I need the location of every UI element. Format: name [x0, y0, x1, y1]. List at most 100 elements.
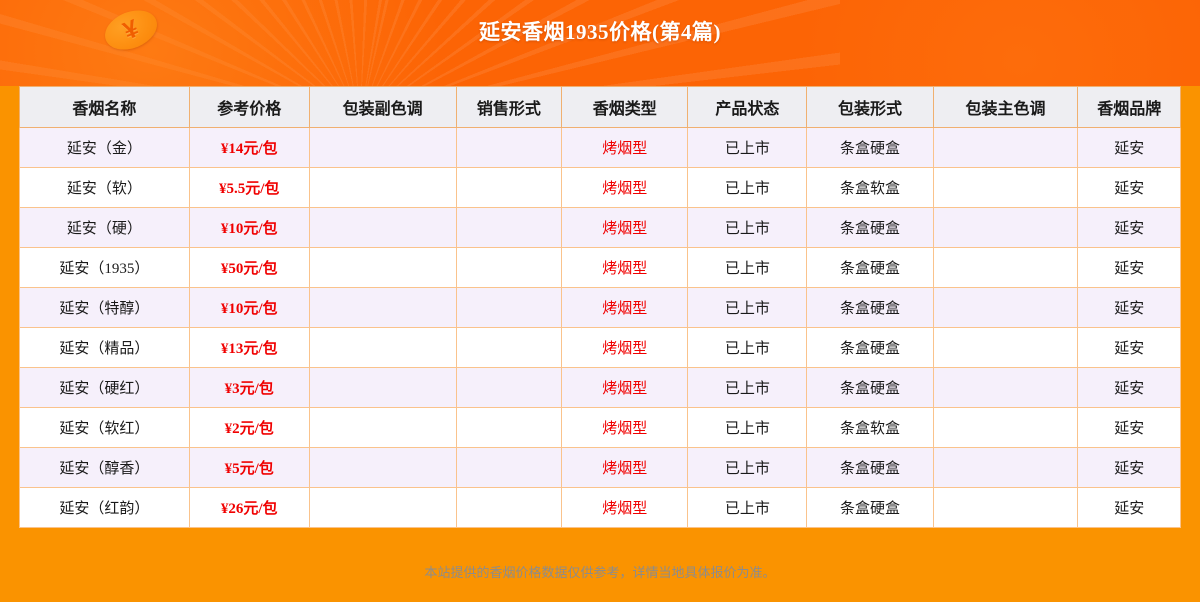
column-header-sub-tone: 包装副色调: [308, 86, 457, 128]
cell-brand: 延安: [1077, 327, 1181, 368]
cell-sale-form: [455, 447, 563, 488]
cell-price: ¥10元/包: [188, 207, 310, 248]
cell-type: 烤烟型: [561, 207, 689, 248]
cell-pack-form: 条盒硬盒: [806, 327, 934, 368]
cell-brand: 延安: [1077, 207, 1181, 248]
cell-status: 已上市: [687, 167, 808, 208]
cell-type: 烤烟型: [561, 247, 689, 288]
cell-brand: 延安: [1077, 367, 1181, 408]
cell-name: 延安（红韵）: [19, 487, 190, 528]
cell-pack-form: 条盒硬盒: [806, 287, 934, 328]
cell-brand: 延安: [1077, 167, 1181, 208]
cell-main-tone: [932, 247, 1079, 288]
cell-sub-tone: [308, 207, 457, 248]
cell-sale-form: [455, 247, 563, 288]
cell-price: ¥2元/包: [188, 407, 310, 448]
cell-sale-form: [455, 487, 563, 528]
cell-pack-form: 条盒硬盒: [806, 127, 934, 168]
cell-pack-form: 条盒软盒: [806, 407, 934, 448]
cell-status: 已上市: [687, 207, 808, 248]
cell-type: 烤烟型: [561, 407, 689, 448]
cell-pack-form: 条盒硬盒: [806, 207, 934, 248]
cell-name: 延安（硬）: [19, 207, 190, 248]
cell-sale-form: [455, 127, 563, 168]
cell-main-tone: [932, 167, 1079, 208]
cell-sub-tone: [308, 487, 457, 528]
table-header-row: 香烟名称 参考价格 包装副色调 销售形式 香烟类型 产品状态 包装形式 包装主色…: [19, 86, 1181, 128]
cell-sub-tone: [308, 447, 457, 488]
cell-name: 延安（软红）: [19, 407, 190, 448]
cell-price: ¥50元/包: [188, 247, 310, 288]
cell-status: 已上市: [687, 407, 808, 448]
cell-price: ¥5元/包: [188, 447, 310, 488]
column-header-name: 香烟名称: [19, 86, 190, 128]
cell-sub-tone: [308, 287, 457, 328]
cell-sale-form: [455, 207, 563, 248]
column-header-main-tone: 包装主色调: [932, 86, 1079, 128]
column-header-sale-form: 销售形式: [455, 86, 563, 128]
table-row[interactable]: 延安（醇香） ¥5元/包 烤烟型 已上市 条盒硬盒 延安: [19, 447, 1181, 488]
cell-main-tone: [932, 287, 1079, 328]
cell-price: ¥26元/包: [188, 487, 310, 528]
cell-brand: 延安: [1077, 447, 1181, 488]
table-row[interactable]: 延安（1935） ¥50元/包 烤烟型 已上市 条盒硬盒 延安: [19, 247, 1181, 288]
cell-status: 已上市: [687, 127, 808, 168]
cell-name: 延安（1935）: [19, 247, 190, 288]
column-header-price: 参考价格: [188, 86, 310, 128]
cell-brand: 延安: [1077, 287, 1181, 328]
cell-sub-tone: [308, 407, 457, 448]
table-body: 延安（金） ¥14元/包 烤烟型 已上市 条盒硬盒 延安 延安（软） ¥5.5元…: [19, 127, 1181, 528]
table-row[interactable]: 延安（特醇） ¥10元/包 烤烟型 已上市 条盒硬盒 延安: [19, 287, 1181, 328]
cell-price: ¥3元/包: [188, 367, 310, 408]
cell-main-tone: [932, 487, 1079, 528]
cell-status: 已上市: [687, 287, 808, 328]
column-header-pack-form: 包装形式: [806, 86, 934, 128]
cell-sub-tone: [308, 167, 457, 208]
cell-main-tone: [932, 367, 1079, 408]
disclaimer-text: 本站提供的香烟价格数据仅供参考，详情当地具体报价为准。: [424, 565, 776, 580]
column-header-status: 产品状态: [687, 86, 808, 128]
cell-status: 已上市: [687, 447, 808, 488]
cell-status: 已上市: [687, 367, 808, 408]
cell-name: 延安（特醇）: [19, 287, 190, 328]
cell-type: 烤烟型: [561, 367, 689, 408]
table-row[interactable]: 延安（硬红） ¥3元/包 烤烟型 已上市 条盒硬盒 延安: [19, 367, 1181, 408]
cell-price: ¥13元/包: [188, 327, 310, 368]
cell-pack-form: 条盒硬盒: [806, 447, 934, 488]
cell-status: 已上市: [687, 487, 808, 528]
cell-main-tone: [932, 207, 1079, 248]
cell-type: 烤烟型: [561, 287, 689, 328]
column-header-brand: 香烟品牌: [1077, 86, 1181, 128]
cell-main-tone: [932, 327, 1079, 368]
cell-type: 烤烟型: [561, 167, 689, 208]
cell-name: 延安（精品）: [19, 327, 190, 368]
column-header-type: 香烟类型: [561, 86, 689, 128]
cell-name: 延安（金）: [19, 127, 190, 168]
cigarette-price-table-wrapper: 香烟名称 参考价格 包装副色调 销售形式 香烟类型 产品状态 包装形式 包装主色…: [19, 86, 1181, 528]
cell-main-tone: [932, 407, 1079, 448]
cell-sub-tone: [308, 327, 457, 368]
cell-sub-tone: [308, 367, 457, 408]
cell-main-tone: [932, 127, 1079, 168]
cell-status: 已上市: [687, 327, 808, 368]
table-row[interactable]: 延安（软） ¥5.5元/包 烤烟型 已上市 条盒软盒 延安: [19, 167, 1181, 208]
cell-name: 延安（硬红）: [19, 367, 190, 408]
cell-pack-form: 条盒硬盒: [806, 247, 934, 288]
cell-sub-tone: [308, 127, 457, 168]
cell-sale-form: [455, 407, 563, 448]
cell-pack-form: 条盒硬盒: [806, 367, 934, 408]
cell-price: ¥14元/包: [188, 127, 310, 168]
page-title: 延安香烟1935价格(第4篇): [479, 20, 721, 44]
cell-type: 烤烟型: [561, 447, 689, 488]
table-row[interactable]: 延安（精品） ¥13元/包 烤烟型 已上市 条盒硬盒 延安: [19, 327, 1181, 368]
table-row[interactable]: 延安（软红） ¥2元/包 烤烟型 已上市 条盒软盒 延安: [19, 407, 1181, 448]
table-row[interactable]: 延安（硬） ¥10元/包 烤烟型 已上市 条盒硬盒 延安: [19, 207, 1181, 248]
table-row[interactable]: 延安（金） ¥14元/包 烤烟型 已上市 条盒硬盒 延安: [19, 127, 1181, 168]
cell-status: 已上市: [687, 247, 808, 288]
table-row[interactable]: 延安（红韵） ¥26元/包 烤烟型 已上市 条盒硬盒 延安: [19, 487, 1181, 528]
cell-sale-form: [455, 367, 563, 408]
cell-sub-tone: [308, 247, 457, 288]
cell-sale-form: [455, 287, 563, 328]
cell-sale-form: [455, 167, 563, 208]
cell-name: 延安（软）: [19, 167, 190, 208]
